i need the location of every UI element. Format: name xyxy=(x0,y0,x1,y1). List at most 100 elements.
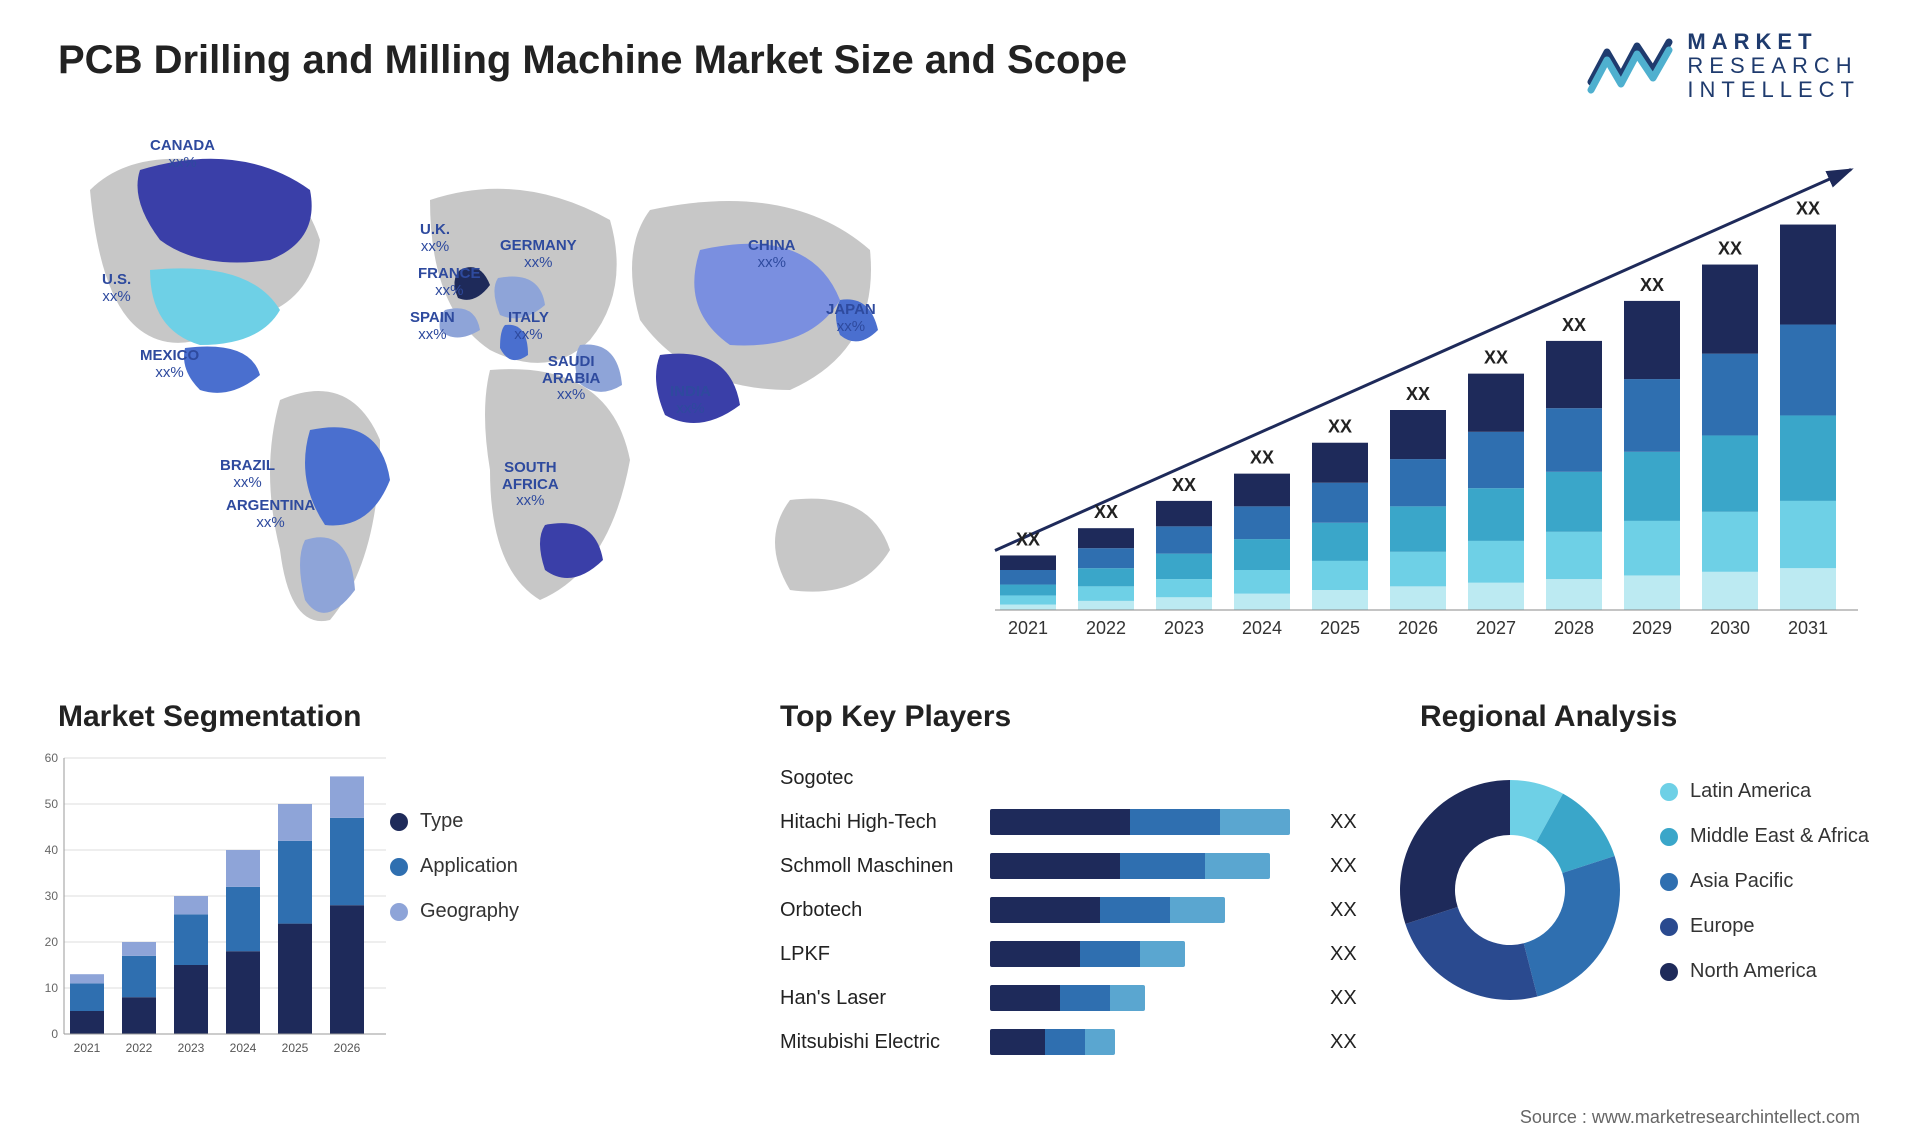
map-label: ITALYxx% xyxy=(508,310,549,343)
legend-item: Middle East & Africa xyxy=(1660,825,1869,848)
segmentation-bar-chart: 0 10 20 30 40 50 60 2021 2022 2023 2024 2025 2026 xyxy=(30,752,390,1062)
player-row: LPKF XX xyxy=(780,932,1360,976)
svg-text:2025: 2025 xyxy=(1320,618,1360,638)
svg-text:XX: XX xyxy=(1640,275,1664,295)
player-name: Schmoll Maschinen xyxy=(780,855,990,878)
logo-text: MARKET RESEARCH INTELLECT xyxy=(1687,30,1860,103)
world-map: CANADAxx% U.S.xx% MEXICOxx% BRAZILxx% ARGENT… xyxy=(50,130,920,670)
svg-text:2021: 2021 xyxy=(1008,618,1048,638)
svg-text:10: 10 xyxy=(45,981,59,995)
map-label: U.S.xx% xyxy=(102,272,131,305)
svg-text:2022: 2022 xyxy=(126,1041,153,1055)
player-row: Hitachi High-Tech XX xyxy=(780,800,1360,844)
map-label: CHINAxx% xyxy=(748,238,796,271)
player-row: Sogotec xyxy=(780,756,1360,800)
growth-chart-svg: XX 2021 XX 2022 XX 2023 XX 2024 XX 2025 XX 2026 XX 20… xyxy=(980,160,1860,650)
map-label: SOUTHAFRICAxx% xyxy=(502,460,559,510)
donut-chart-svg xyxy=(1380,760,1640,1020)
svg-text:2025: 2025 xyxy=(282,1041,309,1055)
segmentation-title: Market Segmentation xyxy=(58,700,361,734)
segmentation-chart-svg: 0 10 20 30 40 50 60 2021 2022 2023 2024 2025 2026 xyxy=(30,752,390,1062)
svg-text:2021: 2021 xyxy=(74,1041,101,1055)
svg-text:2024: 2024 xyxy=(1242,618,1282,638)
map-label: BRAZILxx% xyxy=(220,458,275,491)
svg-text:60: 60 xyxy=(45,752,59,765)
svg-text:XX: XX xyxy=(1406,384,1430,404)
player-value: XX xyxy=(1320,899,1360,922)
map-label: MEXICOxx% xyxy=(140,348,199,381)
player-bar xyxy=(990,1029,1115,1055)
logo-mark-icon xyxy=(1587,38,1673,94)
svg-text:20: 20 xyxy=(45,935,59,949)
player-bar xyxy=(990,941,1185,967)
legend-item: Latin America xyxy=(1660,780,1869,803)
svg-text:2022: 2022 xyxy=(1086,618,1126,638)
brand-logo: MARKET RESEARCH INTELLECT xyxy=(1587,30,1860,103)
player-value: XX xyxy=(1320,855,1360,878)
player-row: Mitsubishi Electric XX xyxy=(780,1020,1360,1064)
svg-text:2031: 2031 xyxy=(1788,618,1828,638)
player-value: XX xyxy=(1320,943,1360,966)
svg-text:XX: XX xyxy=(1250,448,1274,468)
svg-text:50: 50 xyxy=(45,797,59,811)
legend-item: North America xyxy=(1660,960,1869,983)
players-title: Top Key Players xyxy=(780,700,1011,734)
svg-text:XX: XX xyxy=(1328,417,1352,437)
svg-text:40: 40 xyxy=(45,843,59,857)
segmentation-legend: Type Application Geography xyxy=(390,810,519,945)
player-name: Mitsubishi Electric xyxy=(780,1031,990,1054)
player-bar xyxy=(990,985,1145,1011)
svg-text:2028: 2028 xyxy=(1554,618,1594,638)
svg-text:XX: XX xyxy=(1562,315,1586,335)
player-bar xyxy=(990,853,1270,879)
regional-title: Regional Analysis xyxy=(1420,700,1677,734)
svg-text:2030: 2030 xyxy=(1710,618,1750,638)
svg-text:2023: 2023 xyxy=(1164,618,1204,638)
svg-text:2026: 2026 xyxy=(1398,618,1438,638)
svg-text:2026: 2026 xyxy=(334,1041,361,1055)
map-label: INDIAxx% xyxy=(670,384,711,417)
svg-text:XX: XX xyxy=(1484,348,1508,368)
svg-text:30: 30 xyxy=(45,889,59,903)
player-name: Sogotec xyxy=(780,767,990,790)
map-label: SPAINxx% xyxy=(410,310,455,343)
player-row: Schmoll Maschinen XX xyxy=(780,844,1360,888)
svg-text:2024: 2024 xyxy=(230,1041,257,1055)
key-players-list: SogotecHitachi High-TechXXSchmoll Maschi… xyxy=(780,756,1360,1064)
player-bar xyxy=(990,809,1290,835)
page-title: PCB Drilling and Milling Machine Market … xyxy=(58,38,1127,83)
player-name: Hitachi High-Tech xyxy=(780,811,990,834)
regional-donut-chart xyxy=(1380,760,1640,1020)
legend-item: Type xyxy=(390,810,519,833)
map-label: CANADAxx% xyxy=(150,138,215,171)
map-label: GERMANYxx% xyxy=(500,238,577,271)
svg-text:2027: 2027 xyxy=(1476,618,1516,638)
svg-text:XX: XX xyxy=(1796,199,1820,219)
growth-bar-chart: XX 2021 XX 2022 XX 2023 XX 2024 XX 2025 XX 2026 XX 20… xyxy=(980,160,1860,650)
player-name: LPKF xyxy=(780,943,990,966)
player-bar xyxy=(990,897,1225,923)
player-row: Han's Laser XX xyxy=(780,976,1360,1020)
svg-text:2023: 2023 xyxy=(178,1041,205,1055)
svg-text:XX: XX xyxy=(1172,475,1196,495)
map-label: SAUDIARABIAxx% xyxy=(542,354,600,404)
player-name: Orbotech xyxy=(780,899,990,922)
regional-legend: Latin AmericaMiddle East & AfricaAsia Pa… xyxy=(1660,780,1869,1005)
source-attribution: Source : www.marketresearchintellect.com xyxy=(1520,1107,1860,1128)
svg-text:XX: XX xyxy=(1718,239,1742,259)
legend-item: Geography xyxy=(390,900,519,923)
svg-text:0: 0 xyxy=(51,1027,58,1041)
svg-text:2029: 2029 xyxy=(1632,618,1672,638)
map-label: ARGENTINAxx% xyxy=(226,498,315,531)
legend-item: Application xyxy=(390,855,519,878)
player-value: XX xyxy=(1320,811,1360,834)
player-value: XX xyxy=(1320,1031,1360,1054)
player-value: XX xyxy=(1320,987,1360,1010)
player-row: Orbotech XX xyxy=(780,888,1360,932)
map-label: JAPANxx% xyxy=(826,302,876,335)
map-label: U.K.xx% xyxy=(420,222,450,255)
world-map-svg xyxy=(50,130,920,670)
player-name: Han's Laser xyxy=(780,987,990,1010)
legend-item: Europe xyxy=(1660,915,1869,938)
svg-text:XX: XX xyxy=(1016,529,1040,549)
